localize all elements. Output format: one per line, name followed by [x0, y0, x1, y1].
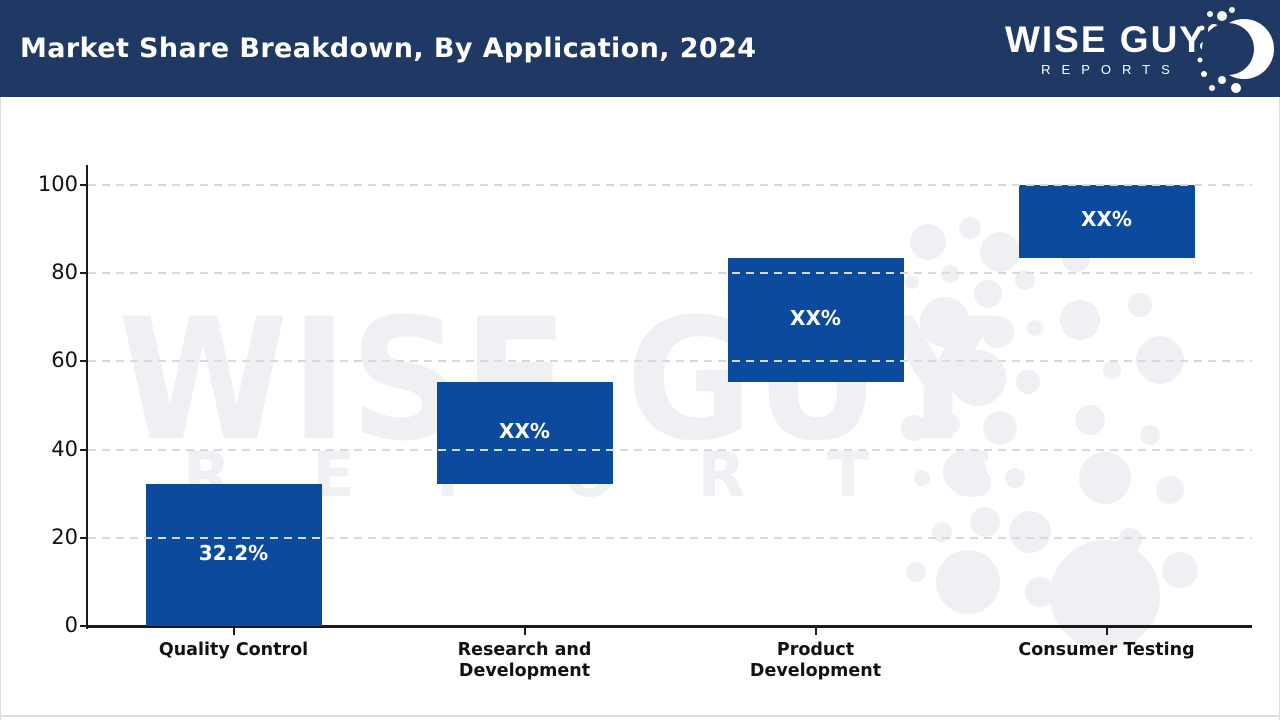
- logo-reports-text: REPORTS: [1041, 62, 1181, 78]
- y-axis-line: [86, 165, 88, 629]
- y-axis-tick: [80, 448, 88, 451]
- x-axis-category-label: Research and Development: [457, 640, 592, 681]
- bar-segment: [1018, 185, 1195, 258]
- x-axis-tick: [1105, 626, 1108, 635]
- bar-value-label: XX%: [790, 305, 841, 330]
- x-axis-category-label: Quality Control: [158, 640, 309, 660]
- y-axis-tick: [80, 536, 88, 539]
- gridline-80: [88, 272, 1252, 275]
- y-axis-tick-label: 0: [64, 613, 78, 637]
- gridline-40: [88, 448, 1252, 451]
- wise-guy-logo: WISE GUY REPORTS: [1005, 4, 1274, 94]
- x-axis-tick: [523, 626, 526, 635]
- bar-value-label: XX%: [499, 418, 550, 443]
- x-axis-category-label: Consumer Testing: [1018, 640, 1195, 660]
- x-axis-category-label: Product Development: [749, 640, 882, 681]
- y-axis-tick: [80, 184, 88, 186]
- gridline-100: [88, 184, 1252, 186]
- y-axis-tick-label: 20: [51, 524, 78, 549]
- gridline-20: [88, 536, 1252, 539]
- page-title: Market Share Breakdown, By Application, …: [20, 33, 757, 64]
- y-axis-tick-label: 100: [37, 172, 78, 196]
- y-axis-tick-label: 60: [51, 348, 78, 373]
- y-axis-tick-label: 80: [51, 260, 78, 285]
- bottom-border-line: [0, 715, 1280, 717]
- bar-segment: [436, 381, 613, 484]
- bar-value-label: 32.2%: [198, 540, 269, 565]
- y-axis-tick-label: 40: [51, 436, 78, 461]
- bar-segment: [145, 483, 322, 626]
- logo-wise-guy-text: WISE GUY: [1004, 18, 1206, 60]
- logo-face-icon: [1197, 7, 1274, 93]
- bar-value-label: XX%: [1081, 207, 1132, 232]
- y-axis-tick: [80, 360, 88, 363]
- x-axis-tick: [814, 626, 817, 635]
- gridline-60: [88, 360, 1252, 363]
- logo-text: WISE GUY REPORTS: [1004, 18, 1206, 78]
- header-bar: Market Share Breakdown, By Application, …: [0, 0, 1280, 97]
- y-axis-tick: [80, 272, 88, 275]
- y-axis-tick: [80, 625, 88, 627]
- x-axis-tick: [232, 626, 235, 635]
- x-axis-line: [86, 625, 1252, 628]
